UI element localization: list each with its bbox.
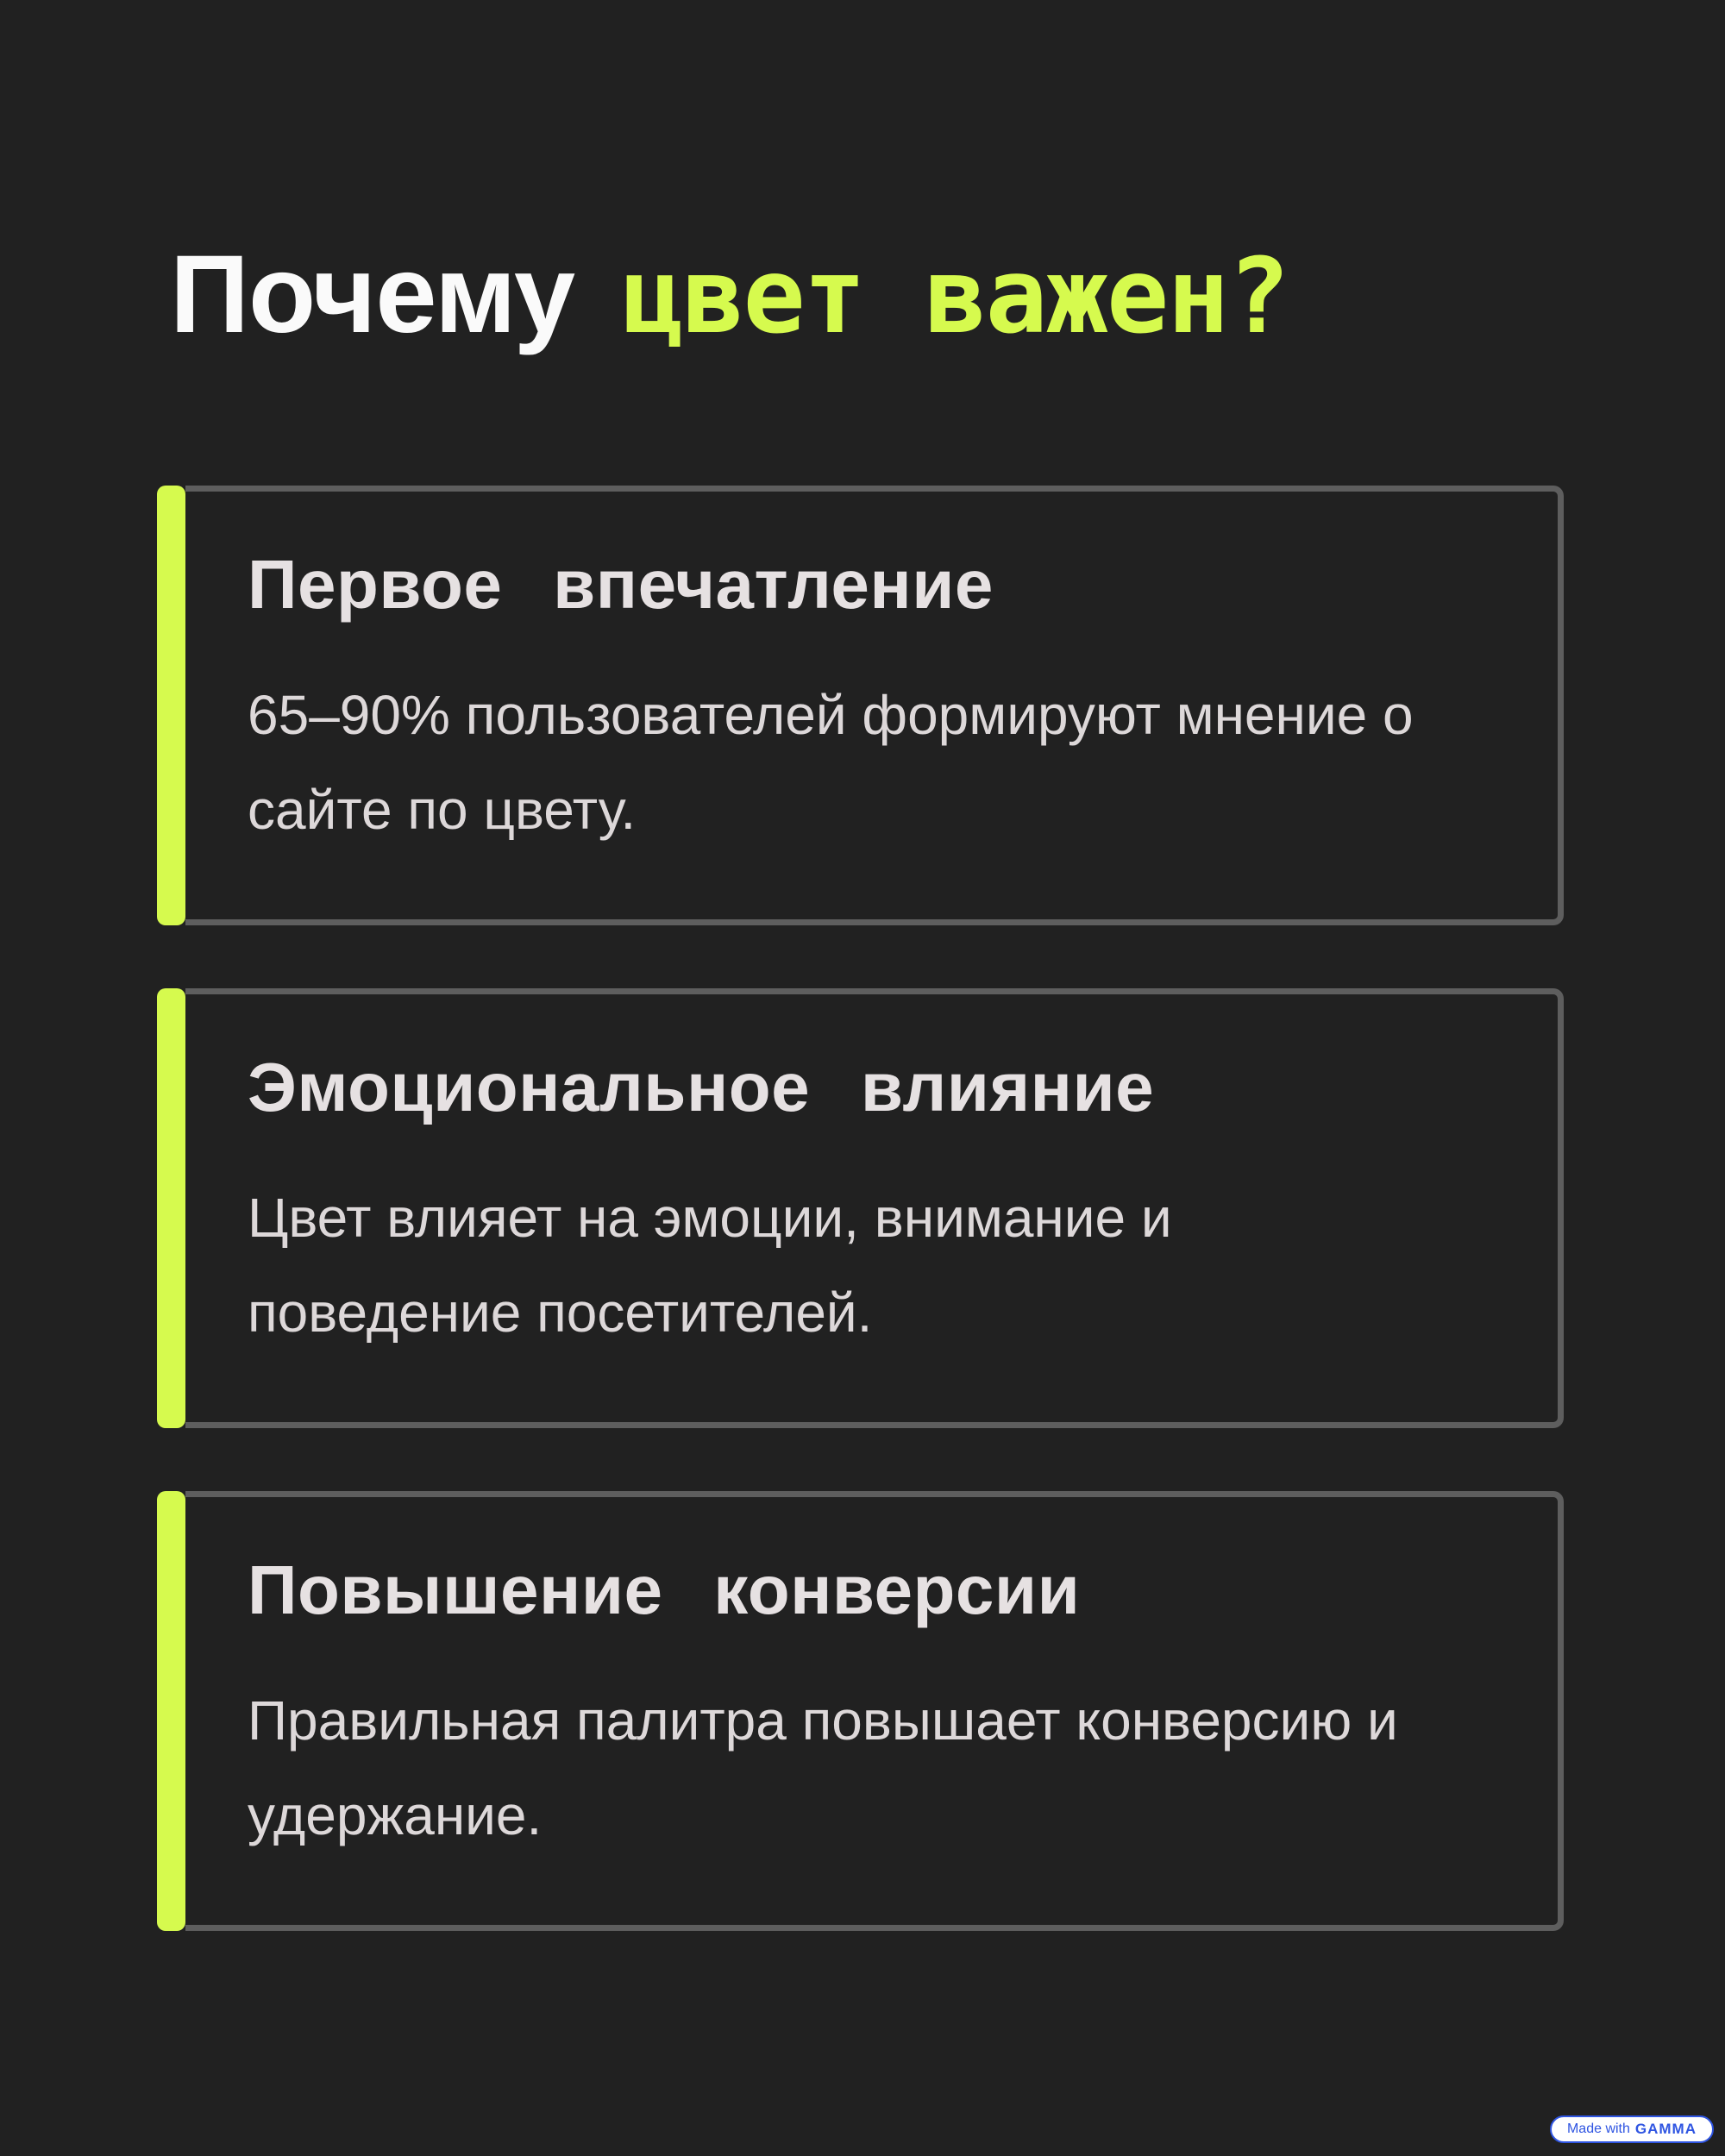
card-body: Цвет влияет на эмоции, внимание и поведе… [248, 1187, 1172, 1344]
card-conversion-boost: Повышение конверсии Правильная палитра п… [157, 1491, 1564, 1931]
card-heading: Повышение конверсии [248, 1551, 1081, 1628]
card-body: 65–90% пользователей формируют мнение о … [248, 684, 1414, 842]
card-accent-bar [157, 1491, 185, 1931]
card-box: Повышение конверсии Правильная палитра п… [185, 1491, 1564, 1931]
card-heading: Эмоциональное влияние [248, 1049, 1155, 1125]
card-emotional-influence: Эмоциональное влияние Цвет влияет на эмо… [157, 988, 1564, 1428]
page-title: Почему цвет важен? [170, 231, 1290, 358]
card-heading: Первое впечатление [248, 546, 994, 623]
title-accent: цвет важен? [622, 237, 1290, 357]
badge-made-with-label: Made with [1566, 2122, 1630, 2136]
card-accent-bar [157, 486, 185, 925]
card-first-impression: Первое впечатление 65–90% пользователей … [157, 486, 1564, 925]
card-body: Правильная палитра повышает конверсию и … [248, 1689, 1398, 1847]
gamma-logo: GAMMA [1634, 2121, 1697, 2137]
card-accent-bar [157, 988, 185, 1428]
title-prefix: Почему [170, 233, 575, 356]
card-box: Эмоциональное влияние Цвет влияет на эмо… [185, 988, 1564, 1428]
card-box: Первое впечатление 65–90% пользователей … [185, 486, 1564, 925]
made-with-gamma-badge[interactable]: Made with GAMMA [1549, 2115, 1714, 2143]
